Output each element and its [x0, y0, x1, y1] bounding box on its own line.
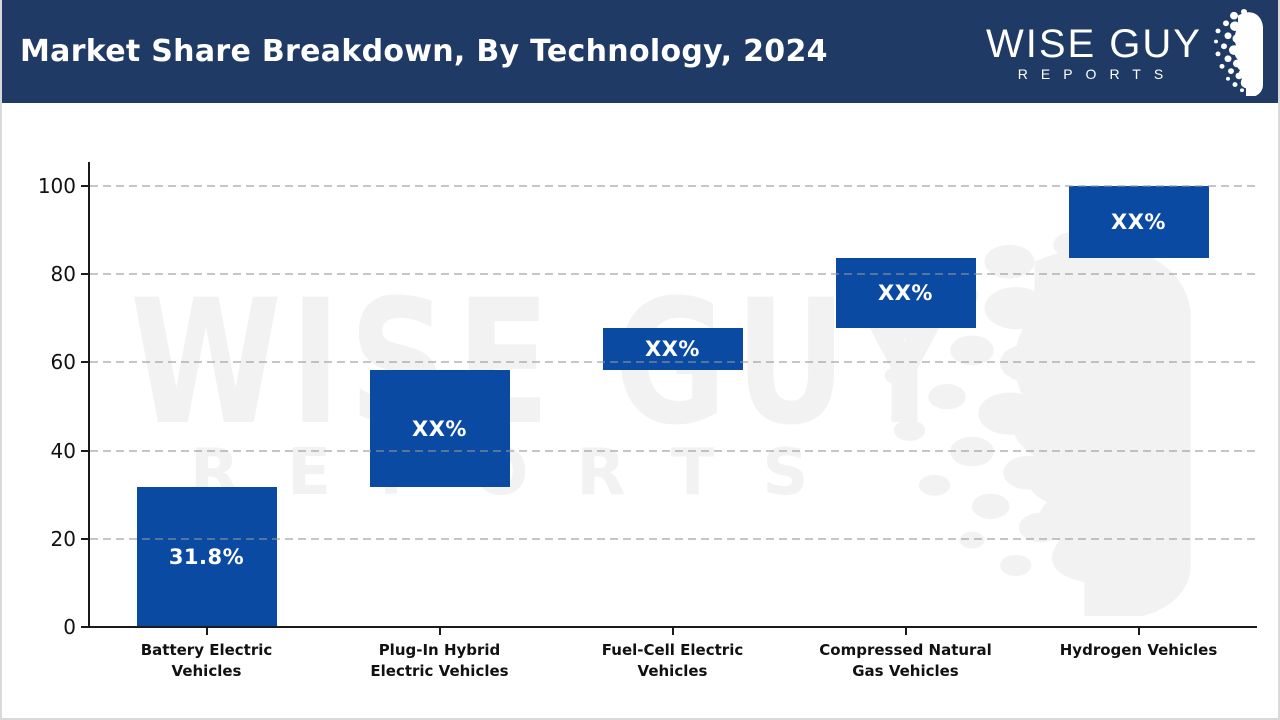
- bar-4: XX%: [835, 257, 976, 328]
- y-tick-label: 60: [50, 350, 76, 375]
- plot-area: 31.8% XX% XX% XX% XX%: [90, 163, 1255, 627]
- y-tick-label: 100: [37, 173, 76, 198]
- bar-value-label: 31.8%: [168, 544, 245, 569]
- brand-logo: WISE GUY REPORTS: [986, 5, 1268, 99]
- page-title: Market Share Breakdown, By Technology, 2…: [20, 34, 828, 69]
- x-tick-label: Fuel-Cell Electric Vehicles: [556, 640, 789, 682]
- gridline-100: [90, 184, 1255, 187]
- y-tick-mark: [81, 626, 88, 628]
- x-tick-label-line: Compressed Natural: [819, 641, 992, 659]
- x-tick-label-line: Vehicles: [171, 662, 242, 680]
- x-tick-label: Battery Electric Vehicles: [90, 640, 323, 682]
- bar-5: XX%: [1068, 185, 1209, 258]
- x-tick-label: Hydrogen Vehicles: [1022, 640, 1255, 661]
- x-tick-label-line: Vehicles: [637, 662, 708, 680]
- x-tick-label-line: Hydrogen Vehicles: [1059, 641, 1218, 659]
- bar-value-label: XX%: [878, 280, 933, 305]
- x-tick-label-line: Electric Vehicles: [370, 662, 509, 680]
- y-tick-label: 20: [50, 526, 76, 551]
- logo-wordmark: WISE GUY: [985, 21, 1202, 66]
- x-tick-label: Plug-In Hybrid Electric Vehicles: [323, 640, 556, 682]
- y-tick-mark: [81, 361, 88, 364]
- brand-logo-text: WISE GUY REPORTS: [986, 24, 1202, 81]
- bar-value-label: XX%: [1111, 209, 1166, 234]
- logo-head-icon: [1214, 8, 1263, 96]
- y-tick-mark: [81, 449, 88, 452]
- gridline-60: [90, 361, 1255, 364]
- gridline-40: [90, 449, 1255, 452]
- gridline-80: [90, 273, 1255, 276]
- x-tick-mark: [671, 628, 674, 635]
- x-tick-label-line: Fuel-Cell Electric: [601, 641, 744, 659]
- y-axis-line: [88, 162, 90, 628]
- bar-1: 31.8%: [136, 486, 277, 627]
- x-tick-mark: [1137, 628, 1140, 635]
- gridline-20: [90, 537, 1255, 540]
- x-tick-label-line: Plug-In Hybrid: [378, 641, 501, 659]
- x-axis-line: [88, 626, 1257, 628]
- y-tick-label: 0: [63, 615, 76, 639]
- x-tick-label-line: Gas Vehicles: [852, 662, 959, 680]
- y-tick-mark: [81, 184, 88, 187]
- y-tick-label: 40: [50, 438, 76, 463]
- x-tick-mark: [904, 628, 907, 635]
- header: Market Share Breakdown, By Technology, 2…: [2, 0, 1278, 103]
- y-tick-mark: [81, 537, 88, 540]
- bar-2: XX%: [369, 370, 510, 487]
- bar-value-label: XX%: [645, 337, 700, 362]
- y-tick-label: 80: [50, 262, 76, 287]
- bar-3: XX%: [602, 327, 743, 371]
- bar-value-label: XX%: [412, 416, 467, 441]
- x-tick-label: Compressed Natural Gas Vehicles: [789, 640, 1022, 682]
- logo-subtext: REPORTS: [1017, 65, 1177, 82]
- x-tick-mark: [205, 628, 208, 635]
- x-tick-label-line: Battery Electric: [140, 641, 273, 659]
- x-tick-mark: [438, 628, 441, 635]
- y-tick-mark: [81, 273, 88, 276]
